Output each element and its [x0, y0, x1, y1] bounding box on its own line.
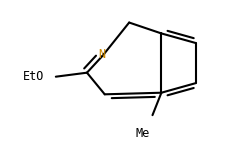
Text: N: N — [98, 48, 105, 61]
Text: EtO: EtO — [23, 70, 44, 83]
Text: Me: Me — [135, 127, 150, 140]
